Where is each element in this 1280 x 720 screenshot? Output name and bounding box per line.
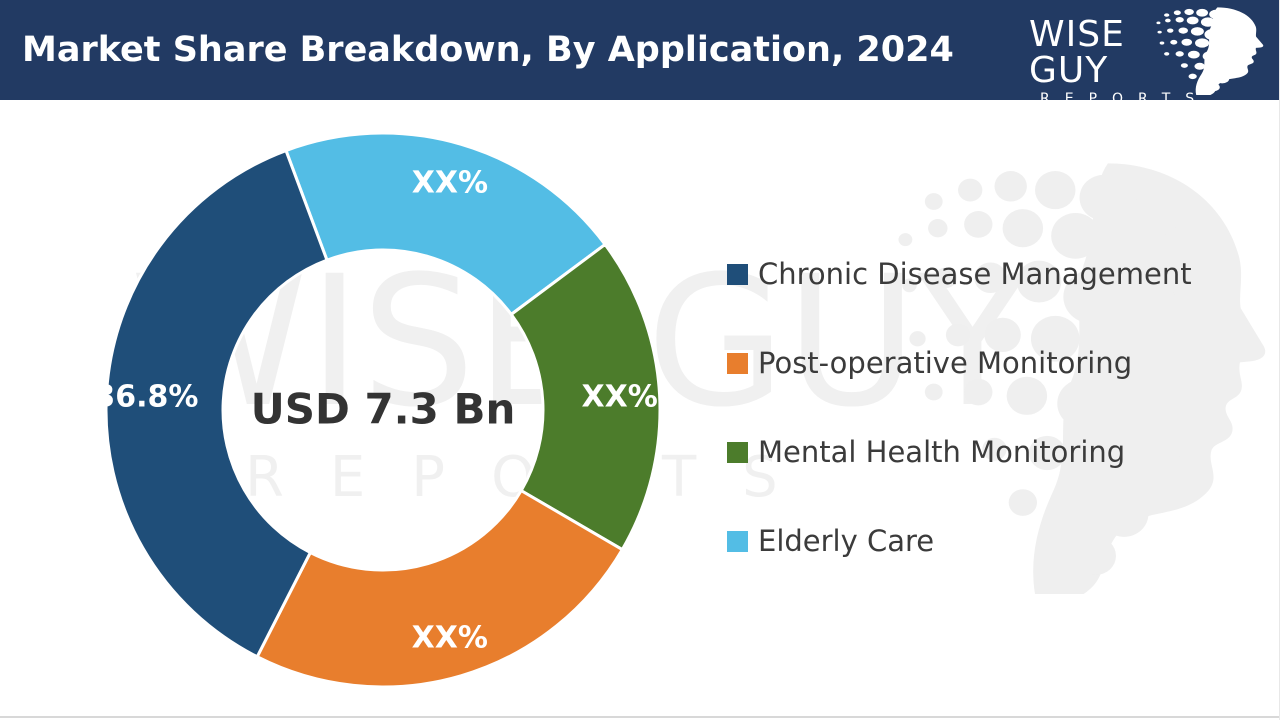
legend-item-post-operative-monitoring: Post-operative Monitoring — [727, 341, 1192, 385]
legend-swatch — [727, 441, 748, 463]
slice-value-label-elderly-care: XX% — [412, 166, 488, 201]
legend: Chronic Disease Management Post-operativ… — [727, 252, 1192, 608]
slice-value-label-chronic-disease-management: 36.8% — [94, 380, 198, 415]
donut-chart: XX% XX% XX% 36.8% — [94, 131, 662, 689]
logo-wordmark-line2: REPORTS — [1040, 91, 1210, 107]
chart-title: Market Share Breakdown, By Application, … — [22, 30, 954, 70]
pie-slice-chronic-disease-management — [104, 149, 329, 659]
pie-slice-post-operative-monitoring — [255, 489, 624, 689]
slice-value-label-mental-health-monitoring: XX% — [581, 380, 657, 415]
wise-guy-logo: WISE GUY REPORTS — [1029, 0, 1279, 106]
legend-label: Elderly Care — [758, 524, 935, 558]
legend-swatch — [727, 352, 748, 374]
legend-label: Post-operative Monitoring — [758, 346, 1133, 380]
legend-item-elderly-care: Elderly Care — [727, 519, 1192, 563]
chart-area: WISE GUY REPORTS XX%XX%XX%36.8% USD 7.3 … — [0, 100, 1280, 720]
donut-center-value: USD 7.3 Bn — [250, 384, 516, 434]
legend-item-mental-health-monitoring: Mental Health Monitoring — [727, 430, 1192, 474]
legend-label: Mental Health Monitoring — [758, 435, 1126, 469]
legend-item-chronic-disease-management: Chronic Disease Management — [727, 252, 1192, 296]
header-banner: Market Share Breakdown, By Application, … — [0, 0, 1279, 106]
legend-swatch — [727, 530, 748, 552]
logo-wordmark-line1: WISE GUY — [1029, 14, 1125, 91]
legend-label: Chronic Disease Management — [758, 257, 1192, 291]
pie-slice-elderly-care — [284, 131, 607, 316]
logo-wordmark: WISE GUY REPORTS — [1029, 14, 1215, 107]
bottom-divider — [0, 716, 1279, 718]
watermark-subtext: REPORTS — [245, 450, 824, 506]
logo-face-icon — [1149, 5, 1267, 95]
slice-value-label-post-operative-monitoring: XX% — [412, 620, 488, 655]
legend-swatch — [727, 263, 748, 285]
pie-slice-mental-health-monitoring — [509, 242, 662, 552]
